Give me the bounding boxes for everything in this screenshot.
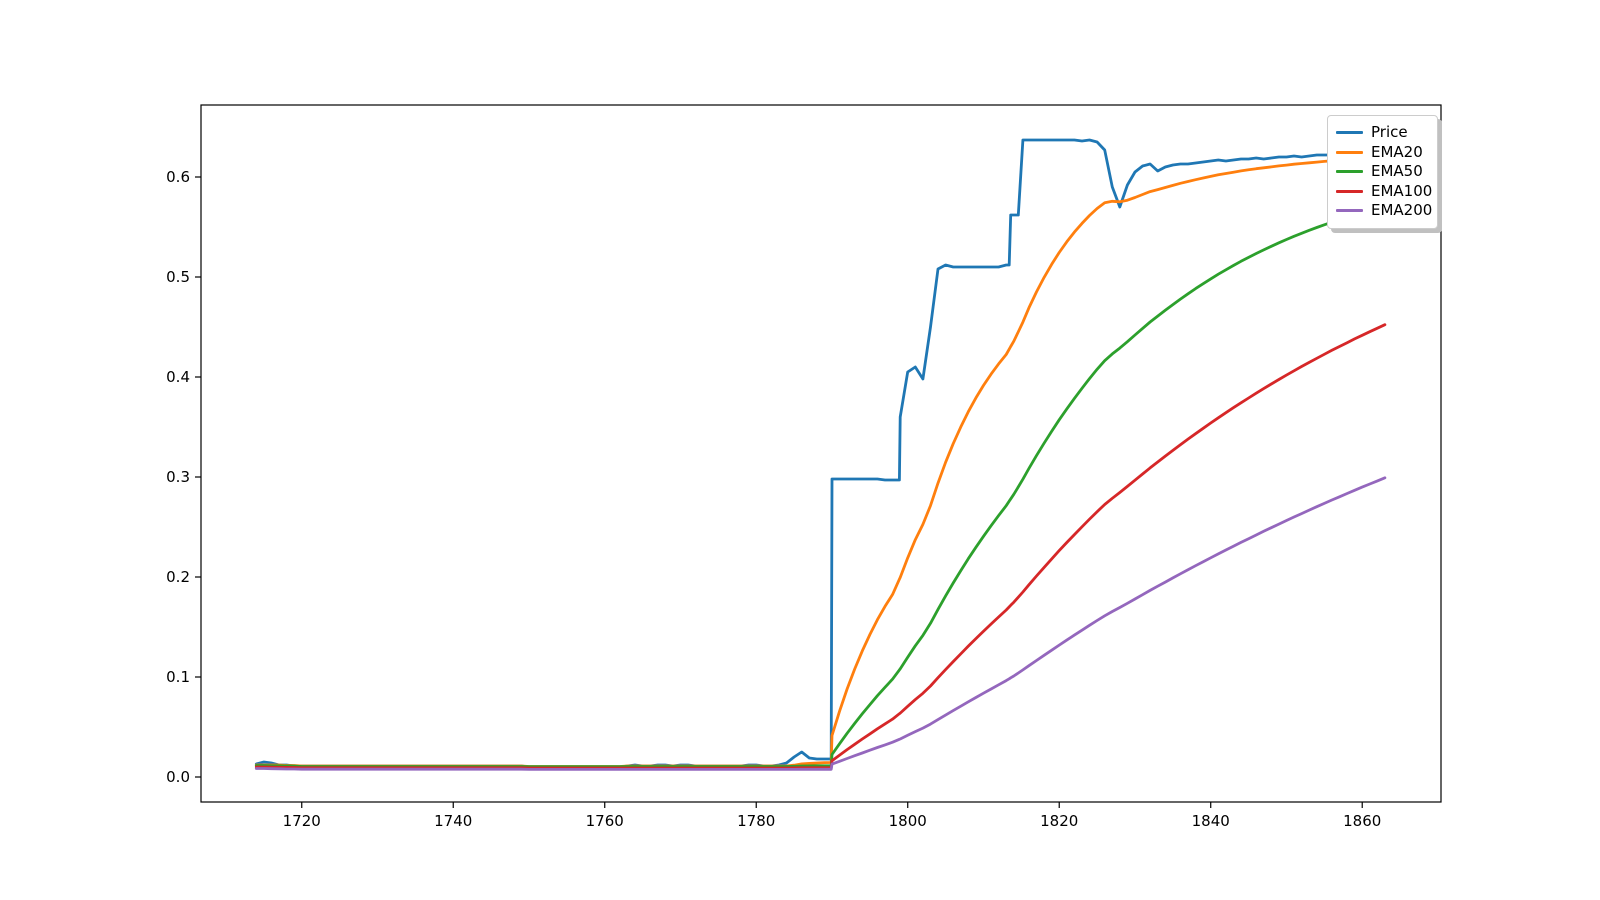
series-line-ema50 — [254, 205, 1387, 769]
legend-item-price: Price — [1336, 123, 1429, 143]
legend-label-ema100: EMA100 — [1371, 181, 1433, 200]
legend-label-ema50: EMA50 — [1371, 162, 1423, 181]
legend-label-ema200: EMA200 — [1371, 201, 1433, 220]
ema50-line-swatch — [1336, 170, 1363, 174]
legend-label-price: Price — [1371, 123, 1408, 142]
series-line-price — [254, 138, 1387, 769]
y-tick-label: 0.6 — [166, 168, 190, 186]
x-tick-label: 1740 — [434, 812, 472, 830]
legend-label-ema20: EMA20 — [1371, 142, 1423, 161]
ema100-line-swatch — [1336, 189, 1363, 193]
legend: Price EMA20 EMA50 EMA100 EMA200 — [1327, 115, 1438, 229]
legend-item-ema100: EMA100 — [1336, 181, 1433, 202]
y-tick-label: 0.5 — [166, 268, 190, 286]
price-line-swatch — [1336, 131, 1363, 135]
axes-spines — [200, 104, 1442, 803]
x-tick-label: 1800 — [889, 812, 927, 830]
ema20-line-swatch — [1336, 150, 1363, 154]
x-tick-label: 1860 — [1343, 812, 1381, 830]
y-tick-label: 0.3 — [166, 468, 190, 486]
y-tick-label: 0.0 — [166, 768, 190, 786]
x-tick-label: 1780 — [737, 812, 775, 830]
x-tick-label: 1840 — [1192, 812, 1230, 830]
x-tick-label: 1720 — [283, 812, 321, 830]
ema200-line-swatch — [1336, 209, 1363, 213]
y-tick-label: 0.1 — [166, 668, 190, 686]
legend-item-ema20: EMA20 — [1336, 143, 1429, 163]
x-tick-label: 1760 — [586, 812, 624, 830]
series-line-ema200 — [254, 476, 1387, 771]
x-tick-label: 1820 — [1040, 812, 1078, 830]
y-tick-label: 0.2 — [166, 568, 190, 586]
y-tick-label: 0.4 — [166, 368, 190, 386]
series-line-ema20 — [254, 155, 1387, 768]
legend-item-ema200: EMA200 — [1336, 201, 1433, 221]
legend-item-ema50: EMA50 — [1336, 162, 1429, 182]
series-line-ema100 — [254, 323, 1387, 770]
